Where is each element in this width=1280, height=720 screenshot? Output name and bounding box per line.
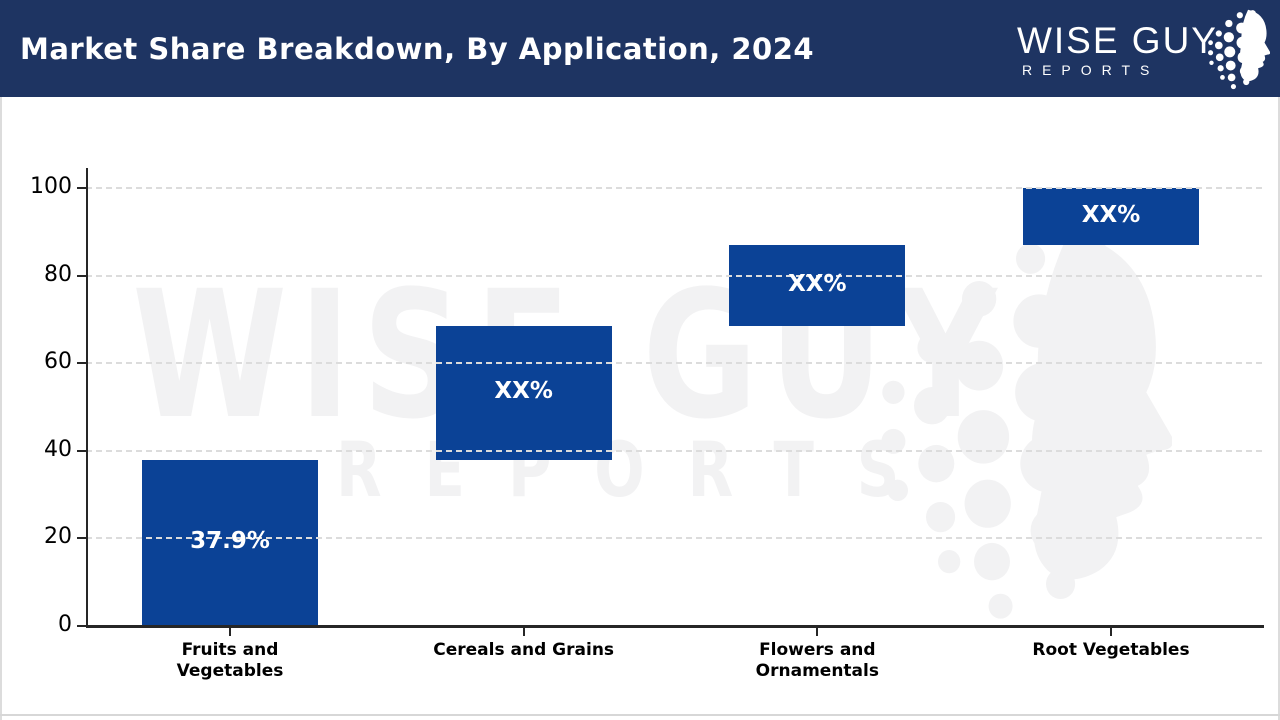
y-tick-mark [77, 449, 86, 452]
y-axis-line [86, 168, 88, 628]
dotted-head-icon [1208, 9, 1270, 90]
x-tick-mark [816, 628, 819, 636]
y-tick-label: 80 [44, 261, 72, 287]
bar-value-label: XX% [494, 378, 553, 405]
bar-value-label: XX% [788, 270, 847, 297]
x-tick-mark [229, 628, 231, 636]
y-tick-mark [77, 537, 86, 540]
y-tick-mark [77, 625, 86, 627]
bar-value-label: XX% [1081, 201, 1141, 228]
y-tick-mark [77, 362, 86, 365]
category-label: Root Vegetables [1032, 640, 1190, 660]
header-bar: Market Share Breakdown, By Application, … [0, 0, 1280, 97]
waterfall-bar-segment [1023, 188, 1199, 246]
waterfall-bar-segment [142, 459, 318, 626]
waterfall-bar-segment [729, 245, 906, 327]
waterfall-bar-segment [435, 326, 612, 460]
y-tick-mark [77, 274, 86, 277]
page-title: Market Share Breakdown, By Application, … [20, 31, 815, 66]
category-label: Flowers and Ornamentals [755, 640, 879, 682]
bar-value-label: 37.9% [190, 527, 270, 554]
gridline [86, 362, 1262, 365]
gridline [86, 187, 1262, 189]
y-tick-label: 40 [44, 436, 72, 462]
category-label: Fruits and Vegetables [176, 640, 284, 682]
gridline [86, 274, 1262, 277]
gridline [86, 449, 1262, 452]
x-axis-line [86, 625, 1264, 628]
logo-text: WISE GUY REPORTS [1017, 22, 1218, 77]
x-tick-mark [522, 628, 525, 636]
x-tick-mark [1110, 628, 1112, 636]
logo-subtitle: REPORTS [1021, 62, 1160, 78]
category-label: Cereals and Grains [433, 640, 615, 660]
y-tick-label: 100 [30, 174, 72, 199]
logo-wordmark: WISE GUY [1016, 20, 1218, 61]
page-border-left [0, 97, 2, 720]
watermark-head-icon [881, 232, 1172, 619]
y-tick-mark [77, 187, 86, 189]
y-tick-label: 60 [44, 349, 72, 375]
y-tick-label: 0 [58, 612, 72, 637]
y-tick-label: 20 [44, 524, 72, 550]
wise-guy-logo: WISE GUY REPORTS [1017, 4, 1270, 94]
page-border-bottom [0, 714, 1280, 716]
watermark-subtitle: REPORTS [336, 425, 943, 514]
page-border-right [1278, 97, 1280, 720]
gridline [86, 537, 1262, 540]
